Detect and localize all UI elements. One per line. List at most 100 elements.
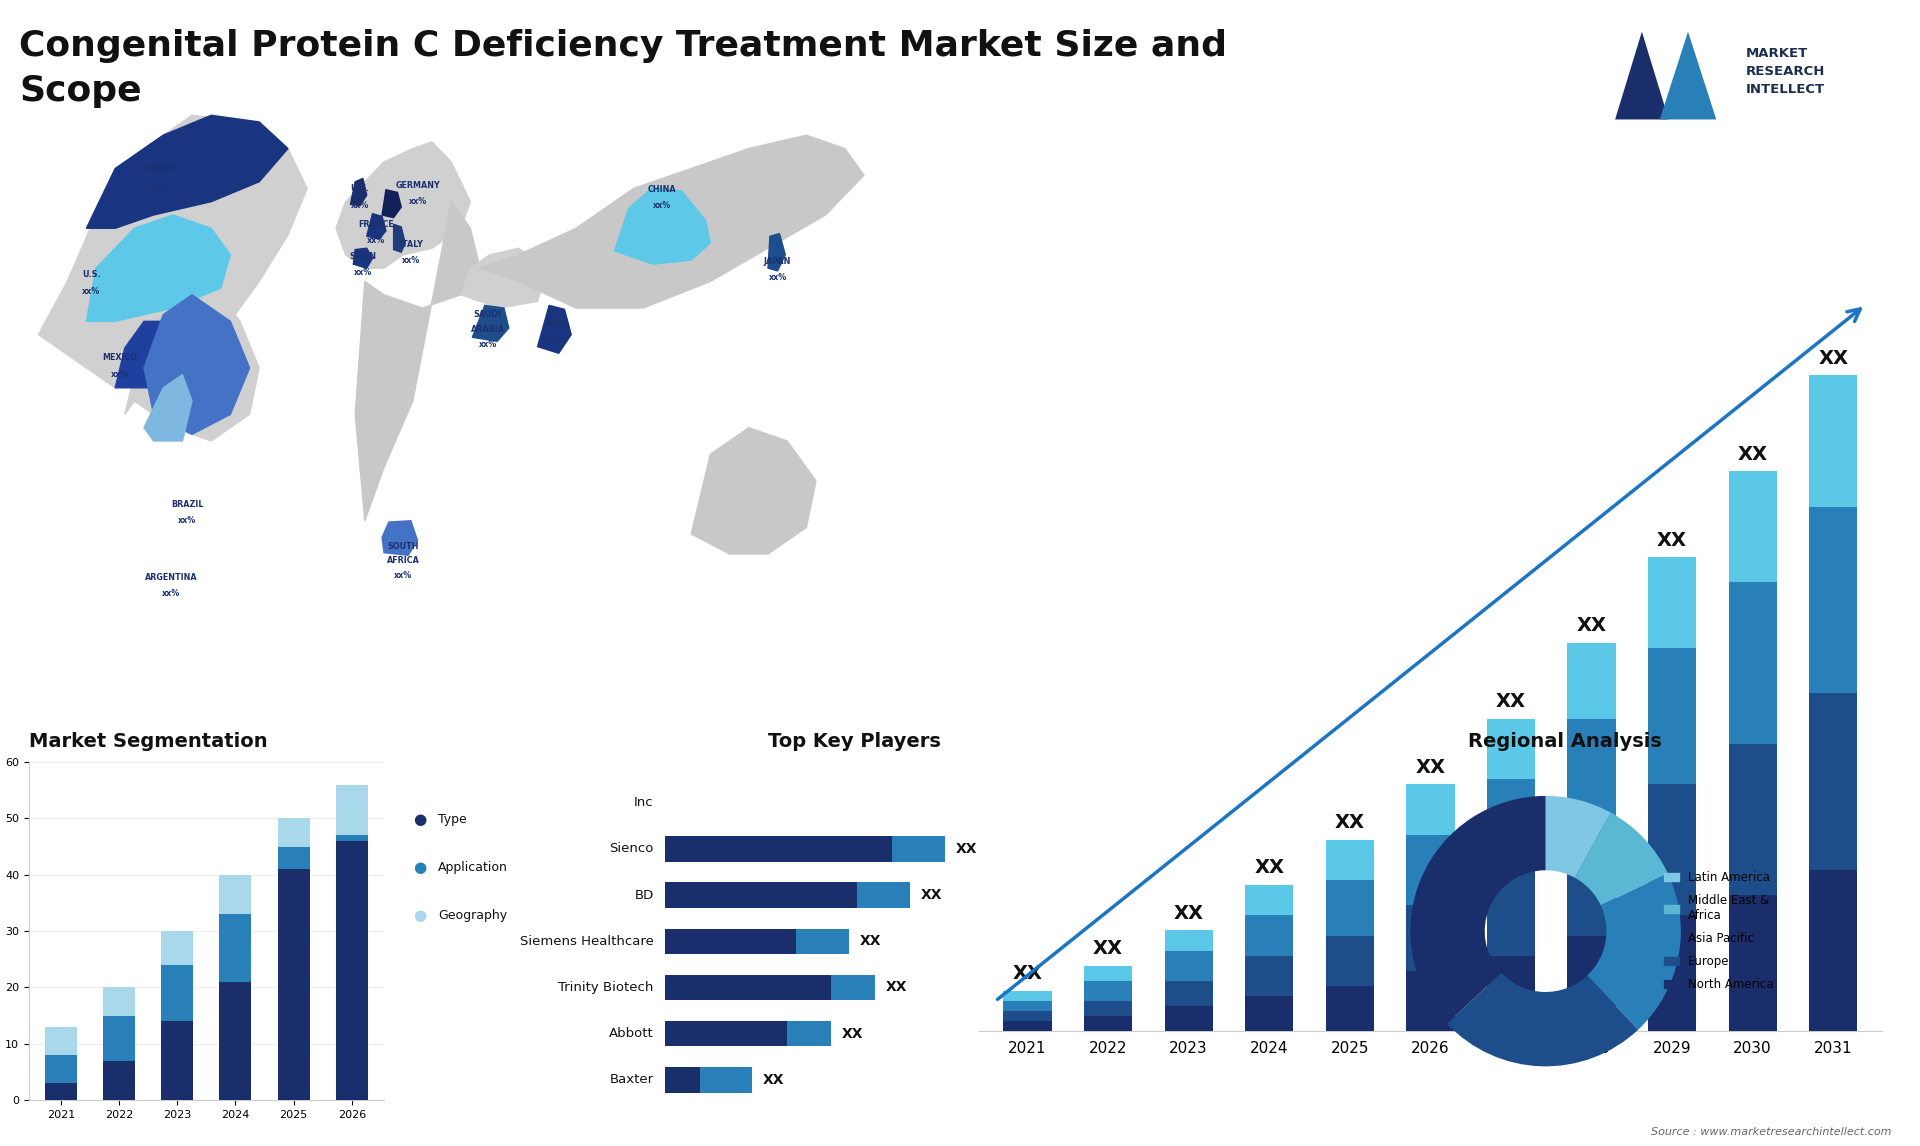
Text: XX: XX <box>922 888 943 902</box>
Bar <box>1325 880 1375 935</box>
Bar <box>1085 966 1133 981</box>
Text: INDIA: INDIA <box>543 320 570 329</box>
Text: CANADA: CANADA <box>140 164 177 173</box>
Bar <box>1486 870 1536 956</box>
Wedge shape <box>1448 973 1638 1066</box>
Text: Market Segmentation: Market Segmentation <box>29 731 267 751</box>
Bar <box>1165 951 1213 981</box>
Bar <box>336 835 369 841</box>
Bar <box>1647 784 1695 916</box>
Text: xx%: xx% <box>351 201 369 210</box>
Bar <box>1244 956 1294 996</box>
Bar <box>699 1067 753 1092</box>
Bar <box>278 869 309 1100</box>
Bar <box>664 1021 787 1046</box>
Text: SPAIN: SPAIN <box>349 252 376 260</box>
Text: Regional Analysis: Regional Analysis <box>1469 731 1661 751</box>
Text: XX: XX <box>1092 940 1123 958</box>
Text: Siemens Healthcare: Siemens Healthcare <box>520 935 653 948</box>
Legend: Latin America, Middle East &
Africa, Asia Pacific, Europe, North America: Latin America, Middle East & Africa, Asi… <box>1659 866 1778 996</box>
Text: MARKET
RESEARCH
INTELLECT: MARKET RESEARCH INTELLECT <box>1745 47 1826 96</box>
Polygon shape <box>1615 32 1668 119</box>
Bar <box>858 882 910 908</box>
Text: xx%: xx% <box>111 370 129 379</box>
Text: Baxter: Baxter <box>611 1074 653 1086</box>
Bar <box>787 1021 831 1046</box>
Text: XX: XX <box>956 842 977 856</box>
Bar <box>1567 935 1617 1031</box>
Text: XX: XX <box>860 934 881 948</box>
Bar <box>1728 895 1776 1031</box>
Text: xx%: xx% <box>367 236 386 245</box>
Bar <box>336 785 369 835</box>
Text: U.S.: U.S. <box>83 270 100 280</box>
Polygon shape <box>115 321 182 387</box>
Text: xx%: xx% <box>394 571 413 580</box>
Text: SOUTH: SOUTH <box>388 542 419 550</box>
Bar <box>1809 376 1857 507</box>
Text: U.K.: U.K. <box>351 183 369 193</box>
Bar <box>1809 507 1857 693</box>
Text: xx%: xx% <box>478 340 497 350</box>
Text: Application: Application <box>438 861 507 874</box>
Text: ●: ● <box>413 860 426 876</box>
Bar <box>161 931 194 965</box>
Bar <box>1405 834 1455 905</box>
Text: XX: XX <box>1173 904 1204 923</box>
Text: CHINA: CHINA <box>649 186 676 194</box>
Text: XX: XX <box>1254 858 1284 878</box>
Text: xx%: xx% <box>83 286 100 296</box>
Bar <box>1244 916 1294 956</box>
Text: XX: XX <box>1334 813 1365 832</box>
Text: Geography: Geography <box>438 909 507 923</box>
Text: Abbott: Abbott <box>609 1027 653 1041</box>
Text: XX: XX <box>843 1027 864 1041</box>
Text: ARGENTINA: ARGENTINA <box>144 573 198 582</box>
Text: XX: XX <box>885 981 908 995</box>
Bar <box>1004 1011 1052 1021</box>
Bar <box>278 818 309 847</box>
Text: Congenital Protein C Deficiency Treatment Market Size and: Congenital Protein C Deficiency Treatmen… <box>19 29 1227 63</box>
Bar <box>1244 885 1294 916</box>
Polygon shape <box>382 520 417 556</box>
Text: Scope: Scope <box>19 74 142 109</box>
Bar <box>278 847 309 869</box>
Bar <box>1325 986 1375 1031</box>
Text: xx%: xx% <box>161 589 180 598</box>
Bar <box>1567 830 1617 935</box>
Text: xx%: xx% <box>547 336 566 345</box>
Bar <box>104 1061 134 1100</box>
Text: ●: ● <box>413 908 426 924</box>
Polygon shape <box>355 202 480 520</box>
Bar <box>1085 1017 1133 1031</box>
Bar <box>664 882 858 908</box>
Polygon shape <box>349 179 367 205</box>
Bar <box>336 841 369 1100</box>
Polygon shape <box>382 190 401 218</box>
Text: BD: BD <box>634 888 653 902</box>
Bar <box>1486 719 1536 779</box>
Bar <box>831 975 876 1000</box>
Bar <box>1165 1006 1213 1031</box>
Bar <box>1325 935 1375 986</box>
Bar <box>1405 784 1455 834</box>
Bar <box>1486 779 1536 870</box>
Bar <box>104 1015 134 1061</box>
Bar <box>1085 1002 1133 1017</box>
Polygon shape <box>125 282 259 441</box>
Bar <box>219 915 252 982</box>
Text: XX: XX <box>1738 445 1768 464</box>
Text: Top Key Players: Top Key Players <box>768 731 941 751</box>
Polygon shape <box>1659 32 1716 119</box>
Text: xx%: xx% <box>353 268 372 276</box>
Bar <box>1728 582 1776 744</box>
Polygon shape <box>461 249 547 308</box>
Text: Type: Type <box>438 813 467 826</box>
Bar <box>1405 905 1455 971</box>
Bar <box>664 837 893 862</box>
Text: Inc: Inc <box>634 796 653 809</box>
Text: AFRICA: AFRICA <box>386 556 420 565</box>
Bar <box>1085 981 1133 1002</box>
Text: Sienco: Sienco <box>609 842 653 855</box>
Wedge shape <box>1574 813 1668 905</box>
